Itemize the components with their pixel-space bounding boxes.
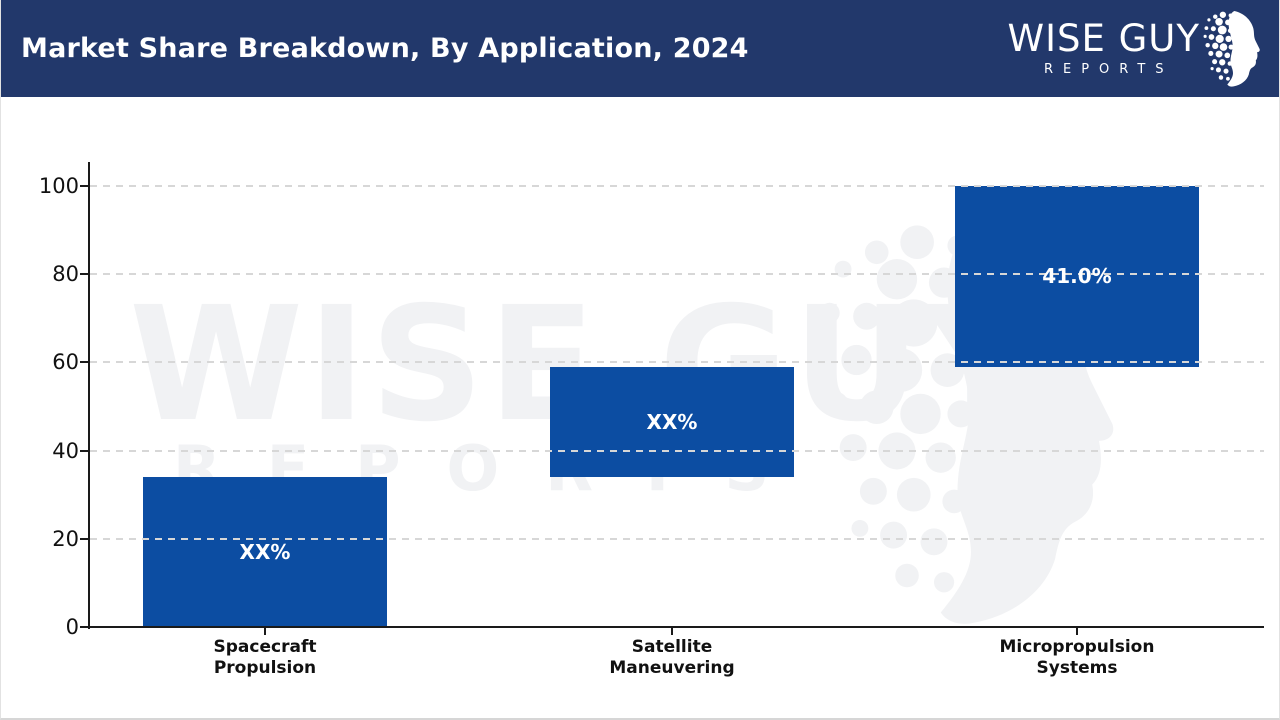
y-axis-line (88, 162, 90, 629)
y-tick-mark (80, 185, 88, 187)
y-tick-label: 60 (52, 350, 79, 375)
gridline (90, 273, 1264, 276)
face-profile-icon (1203, 10, 1260, 87)
header-bar: Market Share Breakdown, By Application, … (1, 0, 1279, 97)
x-tick-mark (264, 628, 266, 635)
category-label-spacecraft-propulsion: Spacecraft Propulsion (105, 637, 425, 679)
gridline (90, 449, 1264, 452)
category-label-line: Systems (1036, 658, 1118, 678)
bar-value-label-satellite-maneuvering: XX% (646, 409, 698, 434)
category-label-line: Satellite (631, 637, 713, 657)
category-label-line: Maneuvering (609, 658, 735, 678)
x-tick-mark (1076, 628, 1078, 635)
y-tick-label: 20 (52, 526, 79, 551)
category-label-line: Micropropulsion (999, 637, 1155, 657)
y-tick-label: 80 (52, 262, 79, 287)
x-axis-line (88, 626, 1264, 628)
bar-micropropulsion-systems (955, 186, 1199, 367)
y-tick-label: 0 (65, 615, 79, 639)
bar-value-label-micropropulsion-systems: 41.0% (1042, 264, 1112, 289)
category-label-line: Propulsion (213, 658, 317, 678)
x-tick-mark (671, 628, 673, 635)
y-tick-mark (80, 449, 88, 452)
category-label-micropropulsion-systems: Micropropulsion Systems (917, 637, 1237, 679)
bar-value-label-spacecraft-propulsion: XX% (239, 540, 291, 565)
y-tick-mark (80, 626, 88, 628)
bar-spacecraft-propulsion (143, 477, 387, 627)
category-label-satellite-maneuvering: Satellite Maneuvering (512, 637, 832, 679)
logo-wordmark: WISE GUY (1007, 17, 1200, 60)
y-tick-label: 40 (52, 438, 79, 463)
y-tick-mark (80, 273, 88, 276)
logo-subtext: REPORTS (1043, 62, 1174, 77)
gridline (90, 185, 1264, 187)
brand-logo-text: WISE GUY REPORTS (1008, 20, 1200, 77)
bar-satellite-maneuvering (550, 366, 794, 478)
page-title: Market Share Breakdown, By Application, … (21, 33, 749, 64)
brand-logo: WISE GUY REPORTS (1008, 10, 1265, 87)
gridline (90, 537, 1264, 540)
category-label-line: Spacecraft (213, 637, 317, 657)
gridline (90, 361, 1264, 364)
y-tick-label: 100 (38, 174, 79, 198)
y-tick-mark (80, 361, 88, 364)
y-tick-mark (80, 537, 88, 540)
